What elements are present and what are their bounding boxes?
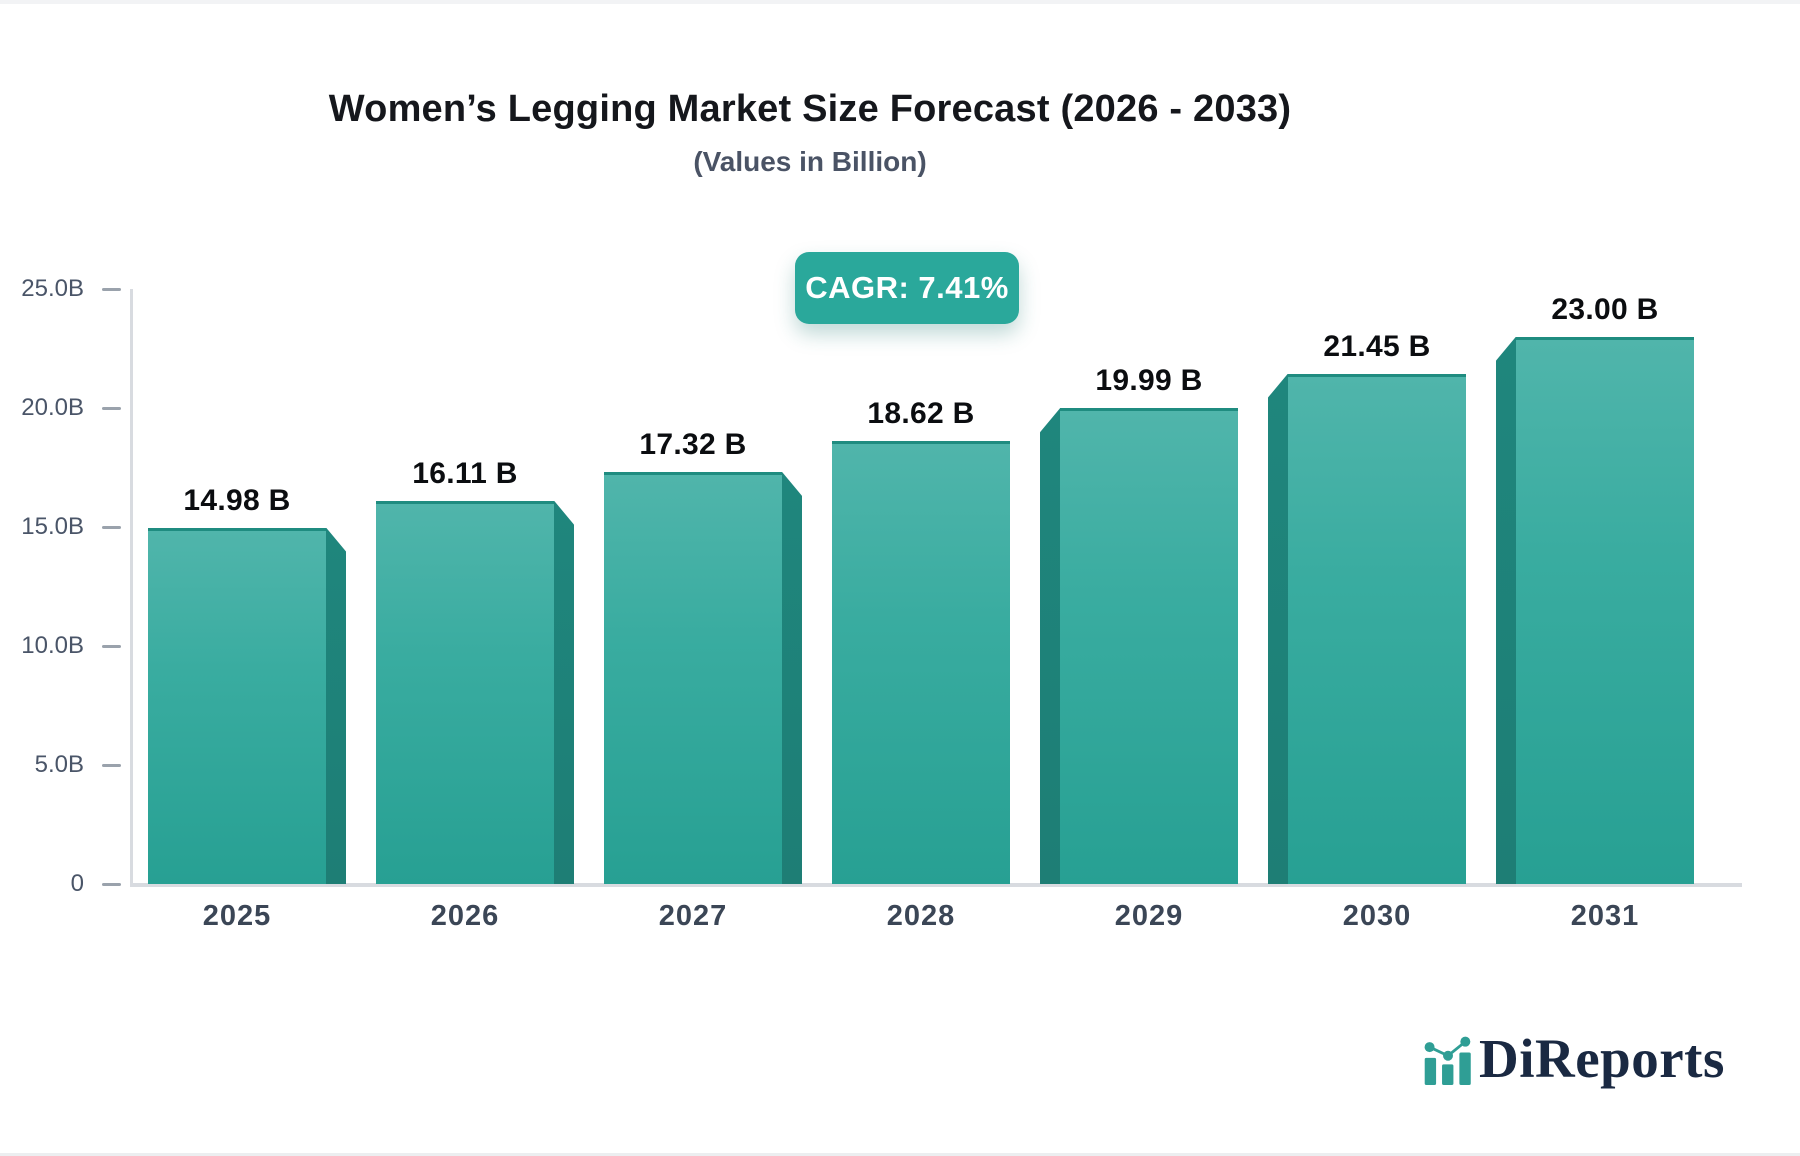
y-tick-dash <box>102 763 121 767</box>
x-axis-line <box>130 883 1742 887</box>
bar-face-2031 <box>1516 336 1694 884</box>
chart-title: Women’s Legging Market Size Forecast (20… <box>328 88 1292 130</box>
y-tick-dash <box>102 287 121 291</box>
bar-side-2026 <box>554 500 574 884</box>
mini-bar-line-chart-icon <box>1424 1036 1471 1085</box>
x-axis-label-2028: 2028 <box>886 900 956 932</box>
bar-face-2029 <box>1060 408 1238 884</box>
cagr-badge: CAGR: 7.41% <box>795 252 1019 324</box>
x-axis-label-2029: 2029 <box>1114 900 1184 932</box>
y-tick-dash <box>102 525 121 529</box>
x-axis-label-2026: 2026 <box>430 900 500 932</box>
x-axis-label-2030: 2030 <box>1342 900 1412 932</box>
y-tick-label: 20.0B <box>21 394 84 421</box>
y-tick-label: 0 <box>70 870 84 897</box>
page-bottom-border <box>0 1153 1800 1156</box>
y-tick-label: 10.0B <box>21 632 84 659</box>
bar-value-label-2026: 16.11 B <box>412 456 518 490</box>
bar-value-label-2029: 19.99 B <box>1095 364 1203 398</box>
bar-side-2029 <box>1040 408 1060 884</box>
chart-subtitle: (Values in Billion) <box>693 146 927 177</box>
x-axis-label-2031: 2031 <box>1570 900 1640 932</box>
y-tick-dash <box>102 882 121 886</box>
bar-value-label-2025: 14.98 B <box>183 483 291 517</box>
bar-chart-plot: 25.0B 20.0B 15.0B 10.0B 5.0B 0 14.98 B 16.11 B… <box>21 275 1742 932</box>
bar-side-2027 <box>782 471 802 884</box>
bar-side-2031 <box>1496 336 1516 884</box>
y-tick-label: 15.0B <box>21 513 84 540</box>
bar-face-2028 <box>832 440 1010 884</box>
bar-face-2027 <box>604 471 782 884</box>
y-tick-label: 5.0B <box>34 751 84 778</box>
bar-value-label-2028: 18.62 B <box>867 396 975 430</box>
y-axis-line <box>130 289 133 884</box>
x-axis-label-2027: 2027 <box>658 900 728 932</box>
brand-logo: DiReports <box>1424 1024 1725 1094</box>
brand-name: DiReports <box>1479 1028 1725 1089</box>
bar-face-2030 <box>1288 373 1466 884</box>
bar-face-2026 <box>376 500 554 884</box>
bar-value-label-2027: 17.32 B <box>639 427 747 461</box>
y-tick-dash <box>102 644 121 648</box>
bar-side-2025 <box>326 527 346 884</box>
bar-face-2025 <box>148 527 326 884</box>
page-top-border <box>0 0 1800 4</box>
bar-value-label-2031: 23.00 B <box>1551 292 1659 326</box>
y-tick-dash <box>102 406 121 410</box>
x-axis-label-2025: 2025 <box>202 900 272 932</box>
bar-side-2030 <box>1268 373 1288 884</box>
bar-value-label-2030: 21.45 B <box>1323 329 1431 363</box>
y-tick-label: 25.0B <box>21 275 84 302</box>
